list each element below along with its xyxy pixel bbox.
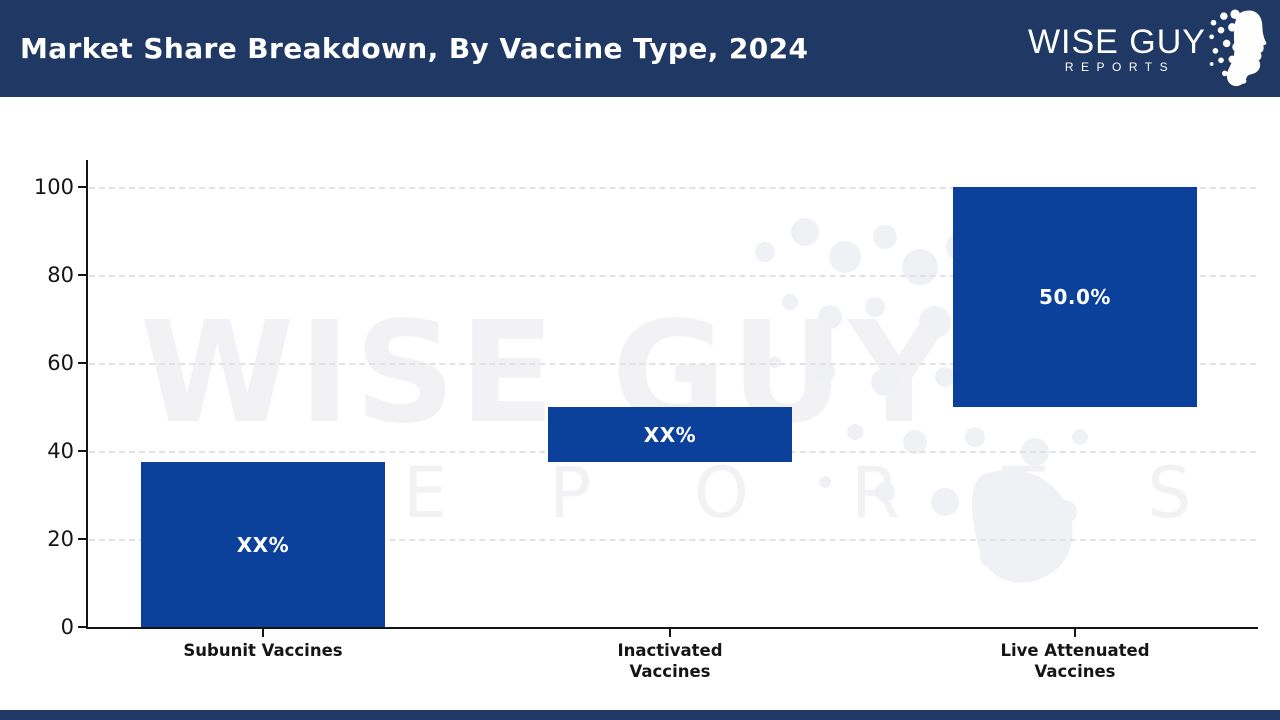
logo-text-line2: REPORTS [1064,59,1176,74]
y-axis-tick-mark [78,362,88,364]
x-category-label: Live Attenuated Vaccines [1000,641,1150,681]
y-axis-tick-label: 60 [47,351,74,375]
bar-value-label: XX% [643,422,697,447]
watermark-text: WISE GUY [140,292,954,455]
x-category-label: Inactivated Vaccines [617,641,723,681]
bar-value-label: XX% [236,532,290,557]
y-axis-line [86,160,88,629]
y-axis-tick-label: 20 [47,527,74,551]
page-title: Market Share Breakdown, By Vaccine Type,… [20,32,809,65]
bar-value-label: 50.0% [1039,285,1111,309]
x-axis-tick-mark [262,629,264,637]
y-axis-tick-mark [78,626,88,628]
y-axis-tick-label: 80 [47,263,74,287]
gridline [89,187,1256,189]
y-axis-tick-label: 100 [33,175,74,199]
gridline [89,275,1256,277]
bar: XX% [141,462,385,627]
x-axis-line [86,627,1258,629]
y-axis-tick-label: 40 [47,439,74,463]
y-axis-tick-label: 0 [60,615,74,639]
bar: 50.0% [953,187,1197,407]
header: Market Share Breakdown, By Vaccine Type,… [0,0,1280,97]
y-axis-tick-mark [78,274,88,276]
y-axis-tick-mark [78,450,88,452]
footer-bar [0,710,1280,720]
logo-text-line1: WISE GUY [1027,22,1206,61]
y-axis-tick-mark [78,186,88,188]
bar: XX% [548,407,792,462]
brand-logo: WISE GUY REPORTS [1028,6,1268,92]
x-category-label: Subunit Vaccines [183,641,343,660]
y-axis-tick-mark [78,538,88,540]
gridline [89,363,1256,365]
logo-face-icon [1209,9,1267,86]
gridline [89,539,1256,541]
x-axis-tick-mark [1074,629,1076,637]
x-axis-tick-mark [669,629,671,637]
